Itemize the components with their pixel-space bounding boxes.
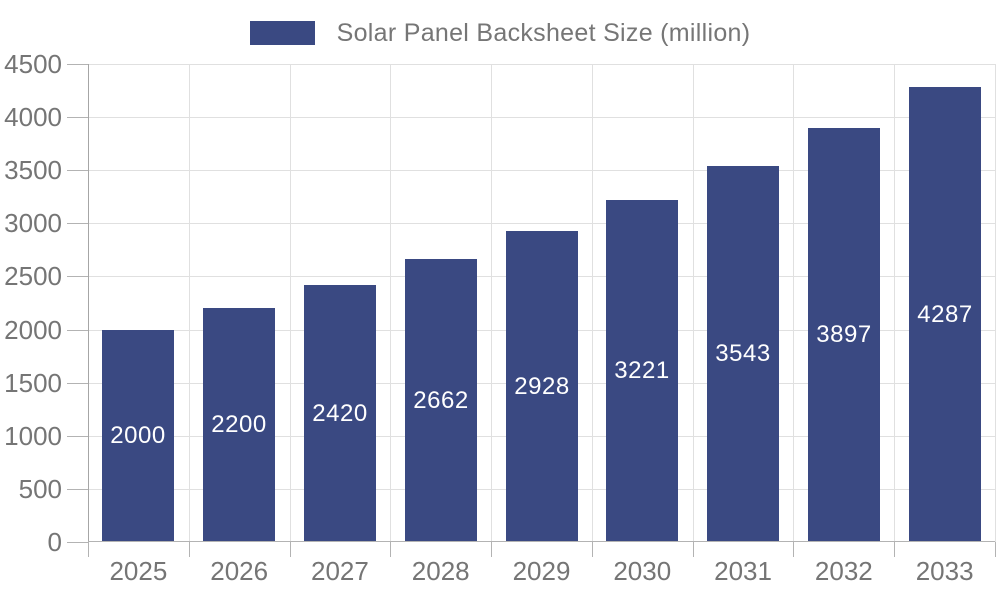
x-gridline [894, 64, 895, 542]
x-tick-label: 2029 [512, 556, 571, 586]
y-axis-line [88, 64, 89, 542]
bar-2030[interactable]: 3221 [606, 200, 678, 542]
bar-2032[interactable]: 3897 [808, 128, 880, 542]
bar-value-label: 2662 [413, 386, 469, 414]
x-axis-tick [491, 542, 492, 557]
bar-value-label: 2200 [211, 411, 267, 438]
x-tick-label: 2032 [814, 556, 873, 586]
y-tick-label: 1000 [4, 421, 62, 451]
y-tick-label: 4000 [4, 102, 62, 132]
x-axis-tick [793, 542, 794, 557]
bar-2029[interactable]: 2928 [506, 231, 578, 542]
y-axis-tick [67, 330, 88, 331]
bar-2033[interactable]: 4287 [909, 87, 981, 542]
x-tick-label: 2028 [411, 556, 470, 586]
bar-value-label: 2928 [514, 372, 570, 400]
x-tick-label: 2031 [714, 556, 772, 586]
y-gridline [88, 170, 995, 171]
bar-2031[interactable]: 3543 [707, 166, 779, 542]
bar-value-label: 2420 [312, 399, 368, 427]
y-gridline [88, 64, 995, 65]
y-tick-label: 3500 [4, 155, 62, 185]
y-axis-tick [67, 489, 88, 490]
plot-area: 2000 2200 2420 2662 2928 3221 3543 3897 4287 0 50… [4, 51, 996, 584]
y-tick-label: 1500 [4, 368, 62, 398]
y-axis-tick [67, 117, 88, 118]
x-gridline [693, 64, 694, 542]
x-axis-tick [995, 542, 996, 557]
x-axis-tick [894, 542, 895, 557]
x-axis-tick [189, 542, 190, 557]
x-axis-line [88, 541, 995, 542]
x-gridline [995, 64, 996, 542]
legend-swatch [249, 21, 315, 45]
y-axis-tick [67, 542, 88, 543]
bar-value-label: 3543 [715, 340, 771, 367]
bar-value-label: 3221 [614, 357, 670, 384]
bar-value-label: 3897 [816, 321, 872, 348]
y-axis-tick [67, 383, 88, 384]
bar-value-label: 4287 [917, 300, 973, 328]
y-axis-tick [67, 223, 88, 224]
y-gridline [88, 117, 995, 118]
x-tick-label: 2027 [311, 556, 369, 586]
bar-value-label: 2000 [110, 422, 166, 449]
bar-2026[interactable]: 2200 [203, 308, 275, 542]
y-axis-tick [67, 276, 88, 277]
y-axis-tick [67, 64, 88, 65]
x-axis-tick [390, 542, 391, 557]
x-axis-tick [88, 542, 89, 557]
x-gridline [793, 64, 794, 542]
x-axis-tick [592, 542, 593, 557]
x-tick-label: 2030 [613, 556, 672, 586]
y-tick-label: 4500 [4, 49, 62, 79]
x-gridline [189, 64, 190, 542]
y-axis-tick [67, 436, 88, 437]
bar-2025[interactable]: 2000 [102, 330, 174, 542]
y-tick-label: 2500 [4, 261, 62, 291]
y-tick-label: 3000 [4, 208, 62, 238]
bar-2027[interactable]: 2420 [304, 285, 376, 542]
y-gridline [88, 223, 995, 224]
y-tick-label: 2000 [4, 315, 62, 345]
x-axis-tick [693, 542, 694, 557]
x-axis-tick [290, 542, 291, 557]
bar-2028[interactable]: 2662 [405, 259, 477, 542]
x-gridline [290, 64, 291, 542]
x-gridline [592, 64, 593, 542]
x-tick-label: 2026 [210, 556, 269, 586]
x-tick-label: 2025 [109, 556, 168, 586]
legend-label: Solar Panel Backsheet Size (million) [336, 18, 751, 47]
y-axis-tick [67, 170, 88, 171]
x-gridline [491, 64, 492, 542]
y-tick-label: 0 [47, 527, 62, 557]
y-tick-label: 500 [18, 474, 62, 504]
x-tick-label: 2033 [915, 556, 974, 586]
x-gridline [390, 64, 391, 542]
legend[interactable]: Solar Panel Backsheet Size (million) [0, 16, 1000, 50]
